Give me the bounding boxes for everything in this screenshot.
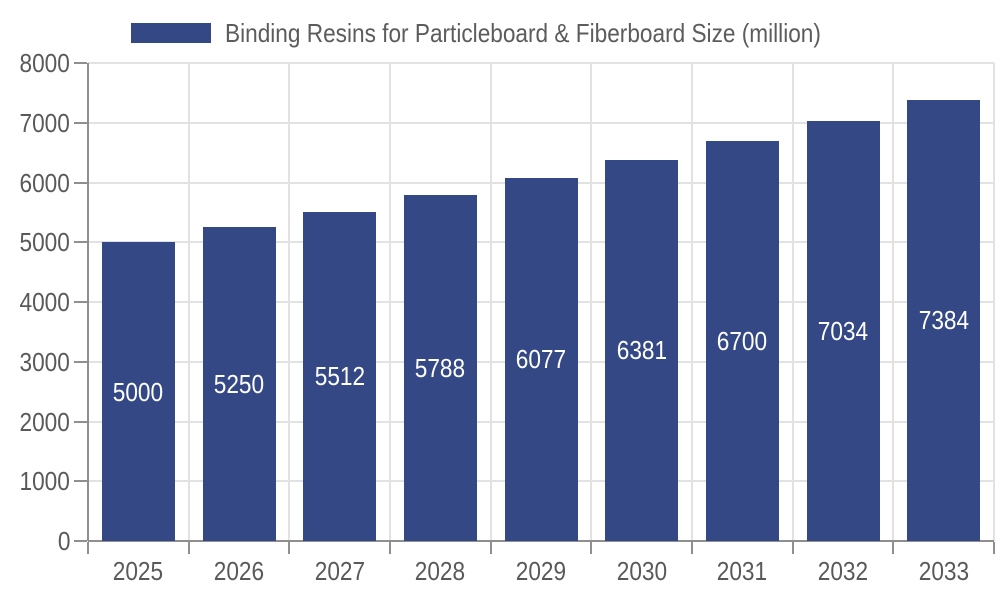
x-tick-label: 2032: [817, 556, 869, 586]
y-axis-tick: [74, 420, 87, 423]
x-tick-label: 2026: [213, 556, 265, 586]
bar: 6381: [605, 159, 679, 541]
bar: 7034: [806, 120, 880, 541]
bar-value-label: 7384: [918, 305, 969, 336]
y-tick-label: 1000: [19, 466, 70, 497]
x-axis-tick: [590, 542, 593, 554]
x-axis-tick: [87, 542, 89, 554]
x-tick-label: 2025: [113, 556, 164, 586]
bar: 6077: [504, 177, 578, 541]
gridline-horizontal: [88, 121, 994, 124]
bar: 7384: [907, 99, 981, 541]
y-tick-label: 3000: [19, 346, 70, 377]
bar-value-label: 7034: [817, 315, 869, 346]
legend-label: Binding Resins for Particleboard & Fiber…: [225, 18, 821, 48]
gridline-vertical: [791, 63, 794, 541]
y-tick-label: 5000: [19, 227, 70, 258]
x-tick-label: 2027: [314, 556, 365, 586]
y-tick-label: 0: [57, 526, 70, 556]
x-axis-tick: [187, 542, 190, 554]
bar-value-label: 6700: [717, 325, 768, 356]
bar: 5788: [403, 195, 477, 541]
bar: 5000: [101, 242, 175, 541]
x-axis-tick: [288, 542, 291, 554]
x-axis-tick: [892, 542, 895, 554]
plot-area: 5000 5250 5512 5788 6077 6381 6700 7034 7384: [74, 62, 995, 554]
bar-value-label: 6077: [515, 344, 567, 375]
x-tick-label: 2033: [918, 556, 969, 586]
y-axis-tick: [74, 480, 87, 483]
y-axis-tick: [74, 301, 87, 303]
bar: 6700: [705, 140, 779, 541]
x-tick-label: 2028: [415, 556, 466, 586]
gridline-vertical: [288, 63, 291, 541]
y-tick-label: 7000: [19, 107, 70, 138]
x-axis-tick: [489, 542, 492, 554]
bar-value-label: 5250: [213, 369, 265, 400]
gridline-horizontal: [88, 62, 994, 64]
x-axis-tick: [691, 542, 693, 554]
gridline-vertical: [489, 63, 492, 541]
x-axis-tick: [993, 542, 995, 554]
gridline-vertical: [187, 63, 190, 541]
x-tick-label: 2029: [515, 556, 567, 586]
bar: 5250: [202, 227, 276, 541]
y-axis-line: [87, 63, 89, 541]
gridline-vertical: [590, 63, 593, 541]
y-axis-tick: [74, 540, 87, 542]
bar-value-label: 6381: [616, 335, 667, 366]
bar-value-label: 5000: [113, 376, 164, 407]
x-tick-label: 2030: [616, 556, 667, 586]
x-axis-tick: [791, 542, 794, 554]
gridline-vertical: [389, 63, 391, 541]
y-tick-label: 2000: [19, 406, 70, 437]
bar-value-label: 5788: [415, 353, 466, 384]
x-axis-line: [88, 540, 994, 542]
gridline-vertical: [892, 63, 895, 541]
y-axis-tick: [74, 360, 87, 363]
x-axis-tick: [389, 542, 391, 554]
bar: 5512: [303, 211, 377, 541]
y-axis-tick: [74, 121, 87, 124]
y-tick-label: 4000: [19, 287, 70, 317]
bar-value-label: 5512: [314, 361, 365, 392]
x-tick-label: 2031: [717, 556, 768, 586]
legend-swatch: [131, 23, 211, 43]
gridline-vertical: [993, 63, 995, 541]
gridline-vertical: [691, 63, 693, 541]
y-tick-label: 6000: [19, 167, 70, 198]
y-tick-label: 8000: [19, 48, 70, 78]
y-axis-tick: [74, 181, 87, 184]
legend-item[interactable]: Binding Resins for Particleboard & Fiber…: [131, 20, 910, 46]
y-axis-tick: [74, 62, 87, 64]
y-axis-tick: [74, 241, 87, 244]
